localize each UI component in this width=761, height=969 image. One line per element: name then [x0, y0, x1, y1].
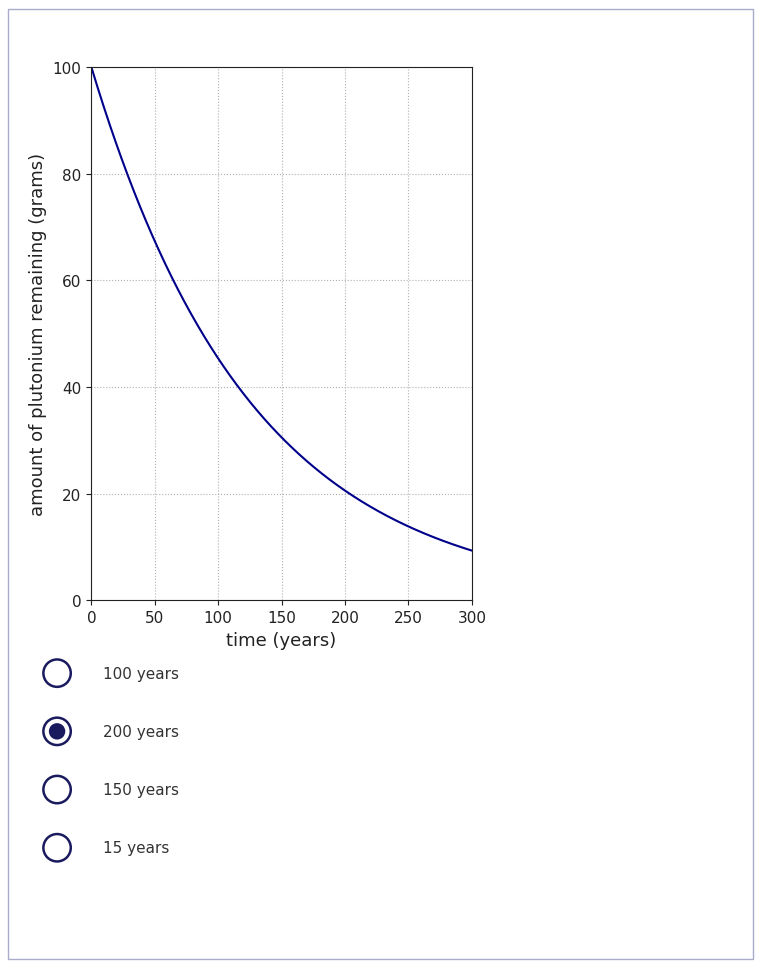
X-axis label: time (years): time (years): [227, 631, 336, 649]
Y-axis label: amount of plutonium remaining (grams): amount of plutonium remaining (grams): [29, 153, 47, 516]
Text: 15 years: 15 years: [103, 840, 169, 856]
Text: 150 years: 150 years: [103, 782, 179, 797]
Text: 100 years: 100 years: [103, 666, 179, 681]
Text: 200 years: 200 years: [103, 724, 179, 739]
